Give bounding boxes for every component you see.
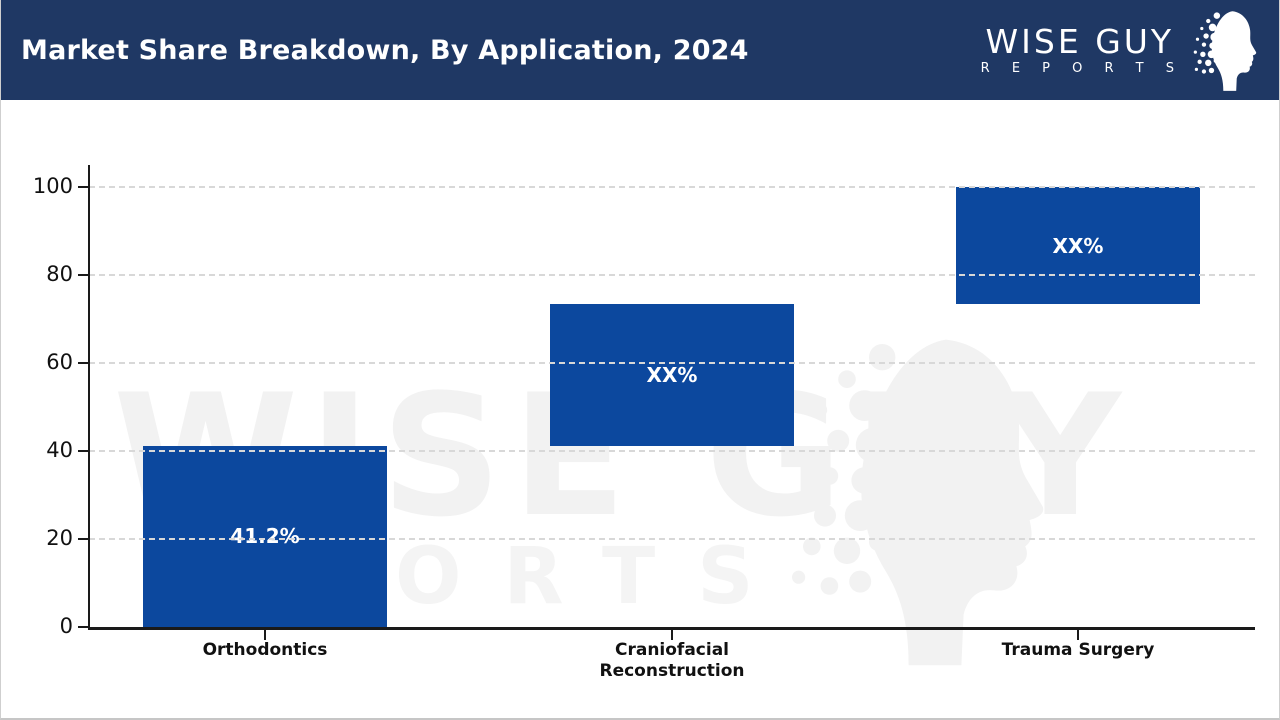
x-tick-mark-2 bbox=[1077, 630, 1079, 640]
x-category-label-2: Trauma Surgery bbox=[1001, 640, 1155, 660]
x-category-label-1: Craniofacial Reconstruction bbox=[599, 640, 745, 681]
gridline-y-80 bbox=[89, 274, 1255, 276]
y-tick-label-20: 20 bbox=[46, 526, 73, 550]
y-tick-mark-100 bbox=[78, 186, 89, 188]
y-tick-label-100: 100 bbox=[32, 174, 73, 198]
x-category-label-0: Orthodontics bbox=[202, 640, 328, 660]
bar-craniofacial-reconstruction: XX% bbox=[550, 304, 794, 446]
bar-value-label: 41.2% bbox=[230, 524, 300, 549]
bar-value-label: XX% bbox=[1052, 233, 1104, 258]
brand-subname: R E P O R T S bbox=[980, 61, 1183, 76]
x-tick-mark-1 bbox=[671, 630, 673, 640]
gridline-y-60 bbox=[89, 362, 1255, 364]
gridline-y-20 bbox=[89, 538, 1255, 540]
y-tick-mark-80 bbox=[78, 274, 89, 276]
bar-orthodontics: 41.2% bbox=[143, 445, 387, 627]
bar-trauma-surgery: XX% bbox=[956, 187, 1200, 305]
chart-area: WISE GUY PORTS 0 20 40 60 80 100 41.2% Orthodon… bbox=[1, 100, 1279, 718]
y-tick-label-0: 0 bbox=[59, 614, 73, 638]
gridline-y-40 bbox=[89, 450, 1255, 452]
x-tick-mark-0 bbox=[264, 630, 266, 640]
page-title: Market Share Breakdown, By Application, … bbox=[21, 34, 749, 66]
y-tick-label-40: 40 bbox=[46, 438, 73, 462]
bar-value-label: XX% bbox=[646, 362, 698, 387]
x-axis-line bbox=[88, 627, 1255, 630]
y-tick-mark-40 bbox=[78, 450, 89, 452]
y-tick-mark-60 bbox=[78, 362, 89, 364]
y-tick-label-80: 80 bbox=[46, 262, 73, 286]
header-bar: Market Share Breakdown, By Application, … bbox=[1, 0, 1279, 100]
brand-logo-text: WISE GUY R E P O R T S bbox=[977, 25, 1183, 75]
wiseguy-face-icon bbox=[1193, 11, 1257, 91]
watermark-face-icon bbox=[787, 339, 1044, 666]
brand-logo: WISE GUY R E P O R T S bbox=[977, 7, 1257, 93]
y-tick-label-60: 60 bbox=[46, 350, 73, 374]
y-tick-mark-0 bbox=[78, 626, 89, 628]
y-tick-mark-20 bbox=[78, 538, 89, 540]
y-axis-line bbox=[88, 165, 90, 629]
brand-name: WISE GUY bbox=[985, 22, 1175, 61]
gridline-y-100 bbox=[89, 186, 1255, 188]
